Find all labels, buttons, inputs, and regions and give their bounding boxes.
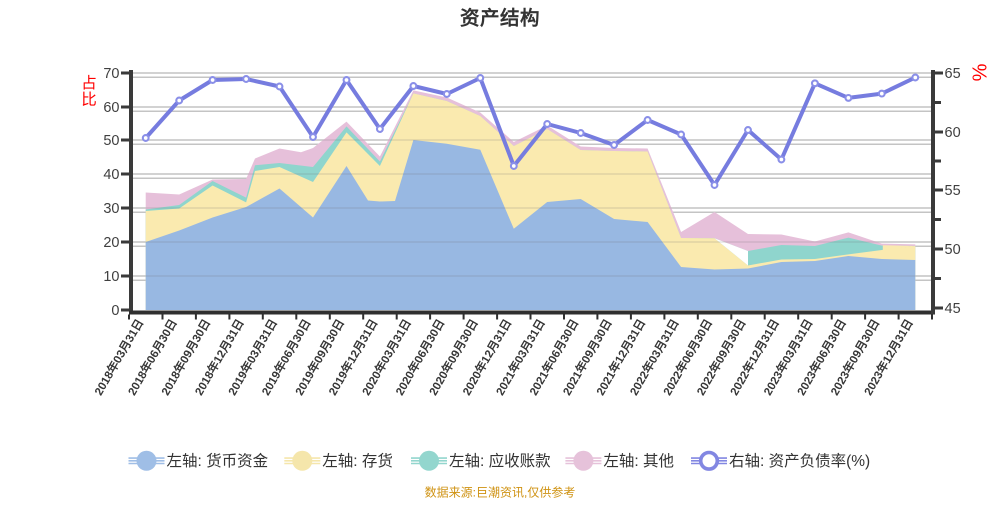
svg-text:0: 0: [111, 303, 119, 319]
svg-text:20: 20: [103, 235, 119, 251]
svg-text:70: 70: [103, 66, 119, 82]
svg-text:60: 60: [945, 125, 961, 141]
svg-text:60: 60: [103, 100, 119, 116]
svg-text:55: 55: [945, 183, 961, 199]
svg-text:30: 30: [103, 201, 119, 217]
svg-text:50: 50: [103, 133, 119, 149]
svg-text:数据来源:巨潮资讯,仅供参考: 数据来源:巨潮资讯,仅供参考: [425, 485, 576, 500]
svg-text:左轴: 应收账款: 左轴: 应收账款: [449, 451, 551, 470]
svg-text:右轴: 资产负债率(%): 右轴: 资产负债率(%): [729, 452, 870, 470]
svg-text:10: 10: [103, 269, 119, 285]
svg-text:左轴: 其他: 左轴: 其他: [603, 452, 674, 470]
svg-text:左轴: 货币资金: 左轴: 货币资金: [167, 452, 269, 470]
svg-text:40: 40: [103, 167, 119, 183]
svg-text:比: 比: [81, 91, 97, 109]
svg-text:%: %: [969, 63, 991, 81]
svg-text:65: 65: [945, 66, 961, 82]
svg-text:50: 50: [945, 242, 961, 258]
svg-text:占: 占: [81, 74, 97, 92]
svg-text:45: 45: [945, 301, 961, 317]
svg-text:左轴: 存货: 左轴: 存货: [322, 452, 393, 470]
svg-text:资产结构: 资产结构: [460, 7, 540, 30]
